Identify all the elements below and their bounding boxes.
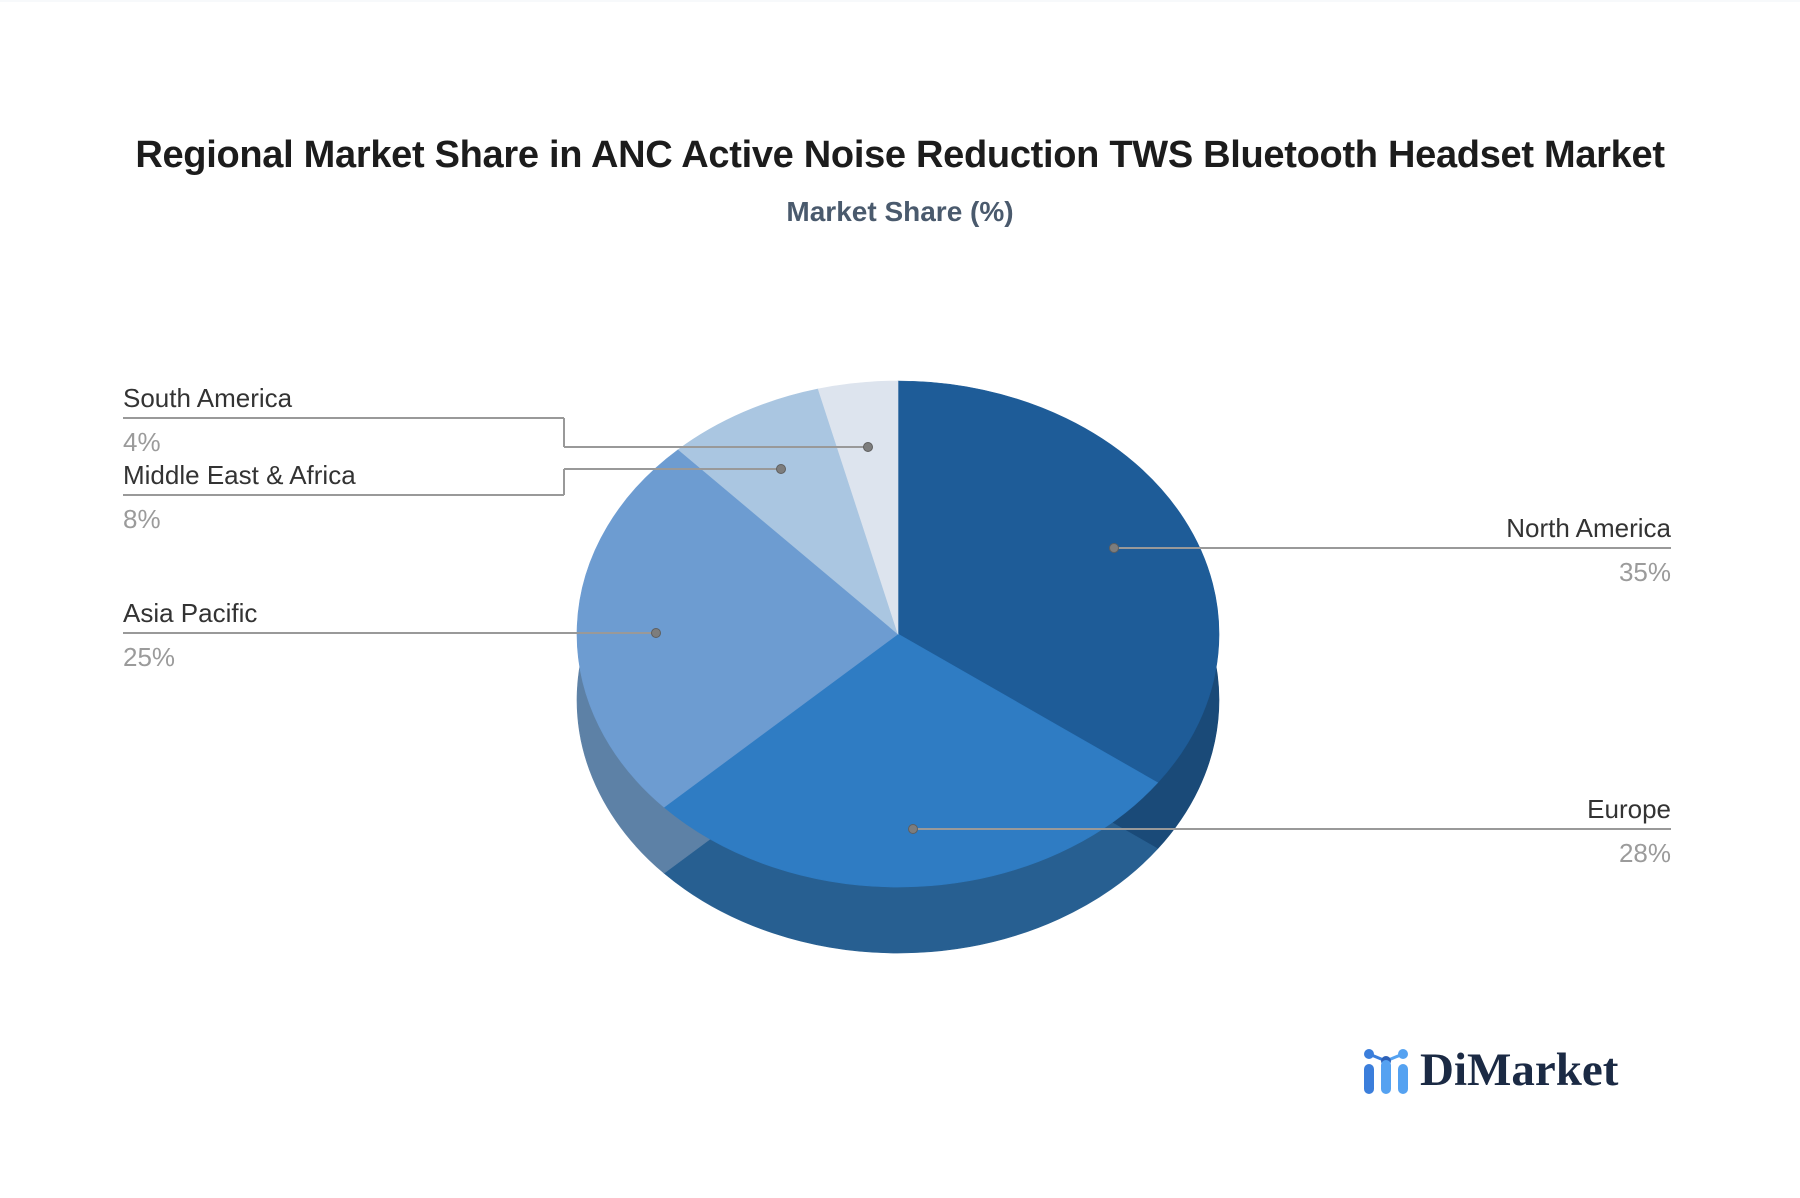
callout-dot-south-america bbox=[863, 442, 873, 452]
chart-subtitle: Market Share (%) bbox=[786, 196, 1014, 227]
pie-slice-south-america[interactable] bbox=[817, 380, 899, 635]
pie-slice-north-america[interactable] bbox=[897, 380, 1220, 784]
slice-label-asia-pacific: Asia Pacific bbox=[123, 598, 258, 628]
slice-label-europe: Europe bbox=[1587, 794, 1671, 824]
brand-name: DiMarket bbox=[1420, 1044, 1619, 1096]
slice-pct-south-america: 4% bbox=[123, 427, 161, 457]
pie-slice-europe[interactable] bbox=[663, 633, 1159, 888]
slice-label-north-america: North America bbox=[1506, 513, 1671, 543]
pie-slice-asia-pacific[interactable] bbox=[576, 449, 899, 808]
pie-slice-middle-east-and-africa[interactable] bbox=[677, 388, 899, 635]
slice-pct-north-america: 35% bbox=[1618, 557, 1671, 587]
slice-pct-europe: 28% bbox=[1618, 838, 1671, 868]
callout-dot-north-america bbox=[1109, 543, 1119, 553]
slice-label-south-america: South America bbox=[123, 383, 293, 413]
slice-label-middle-east-and-africa: Middle East & Africa bbox=[123, 460, 356, 490]
slice-pct-middle-east-and-africa: 8% bbox=[123, 504, 161, 534]
callout-dot-europe bbox=[908, 824, 918, 834]
callout-dot-asia-pacific bbox=[651, 628, 661, 638]
callout-dot-middle-east-and-africa bbox=[776, 464, 786, 474]
brand-logo: DiMarket bbox=[1362, 1042, 1618, 1098]
slice-pct-asia-pacific: 25% bbox=[123, 642, 176, 672]
dimarket-logo-icon bbox=[1364, 1049, 1408, 1094]
chart-title: Regional Market Share in ANC Active Nois… bbox=[135, 134, 1665, 176]
